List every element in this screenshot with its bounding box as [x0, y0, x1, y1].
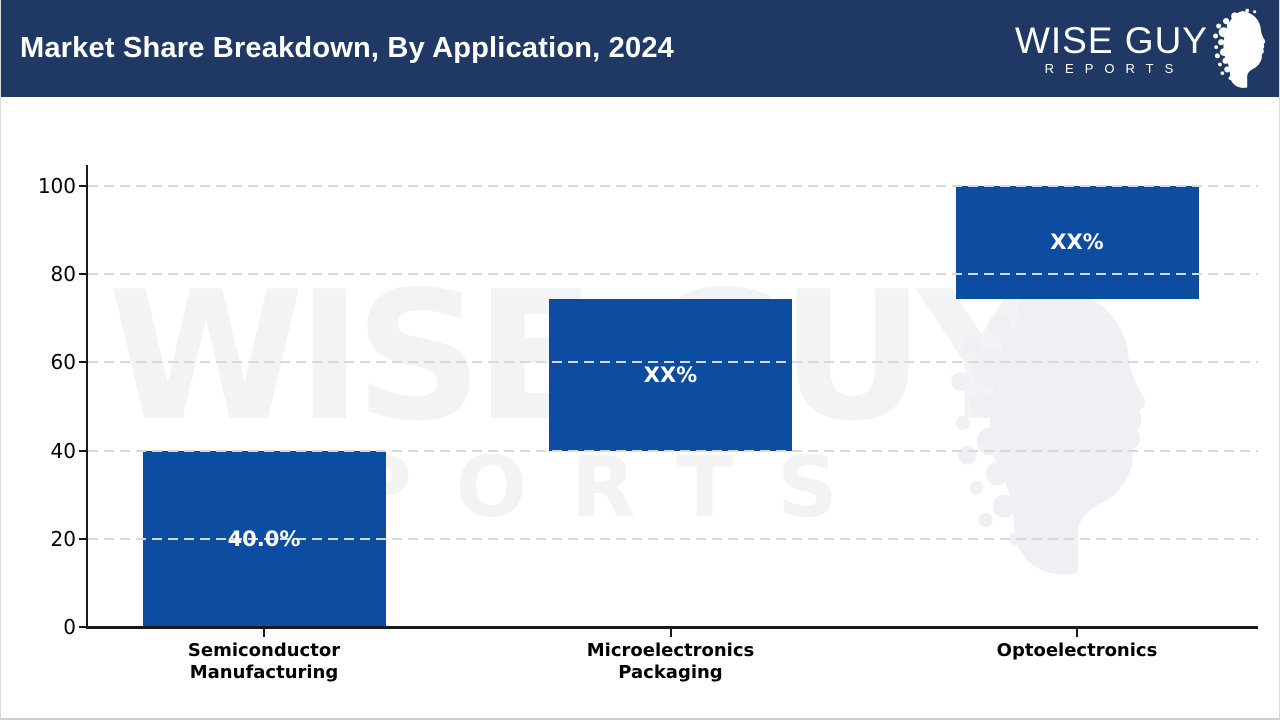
- header-bar: Market Share Breakdown, By Application, …: [0, 0, 1280, 97]
- gridline-y-40: [88, 449, 1258, 452]
- bar-2: [549, 298, 792, 451]
- y-tick-label-40: 40: [50, 438, 76, 463]
- y-tick-mark-0: [79, 626, 87, 628]
- x-category-label-2: Microelectronics Packaging: [511, 640, 831, 684]
- x-tick-mark-1: [263, 629, 265, 637]
- x-category-line: Microelectronics: [586, 640, 755, 661]
- gridline-y-60: [88, 361, 1258, 364]
- y-tick-mark-20: [79, 537, 87, 540]
- wiseguy-logo: WISE GUY REPORTS: [1015, 0, 1272, 97]
- y-tick-mark-80: [79, 273, 87, 276]
- x-category-label-1: Semiconductor Manufacturing: [104, 640, 424, 684]
- wiseguy-logo-text: WISE GUY REPORTS: [1014, 19, 1208, 76]
- page-title: Market Share Breakdown, By Application, …: [20, 32, 674, 64]
- bar-value-label-2: XX%: [643, 362, 698, 387]
- gridline-y-100: [88, 185, 1258, 187]
- y-tick-label-0: 0: [63, 615, 76, 639]
- x-category-line: Manufacturing: [189, 662, 339, 683]
- y-tick-label-80: 80: [50, 262, 76, 287]
- y-axis-line: [86, 165, 88, 627]
- x-axis-line: [86, 626, 1258, 629]
- x-tick-mark-3: [1076, 629, 1078, 637]
- x-category-line: Semiconductor: [187, 640, 341, 661]
- logo-wordmark: WISE GUY: [1014, 19, 1208, 61]
- y-tick-mark-60: [79, 361, 87, 364]
- bar-value-label-3: XX%: [1050, 230, 1104, 255]
- logo-dotted-head-icon: [1213, 8, 1266, 88]
- y-tick-label-20: 20: [50, 526, 76, 551]
- x-tick-mark-2: [669, 629, 672, 637]
- x-category-line: Optoelectronics: [996, 640, 1158, 661]
- gridline-y-20: [88, 537, 1258, 540]
- y-tick-label-100: 100: [37, 174, 76, 198]
- y-tick-mark-40: [79, 449, 87, 452]
- watermark-dotted-head-icon: [951, 280, 1146, 575]
- y-tick-label-60: 60: [50, 350, 76, 375]
- x-category-label-3: Optoelectronics: [917, 640, 1237, 662]
- y-tick-mark-100: [79, 185, 87, 187]
- x-category-line: Packaging: [618, 662, 723, 683]
- gridline-y-80: [88, 273, 1258, 276]
- logo-reports-text: REPORTS: [1044, 60, 1185, 76]
- bar-value-label-1: 40.0%: [227, 526, 301, 551]
